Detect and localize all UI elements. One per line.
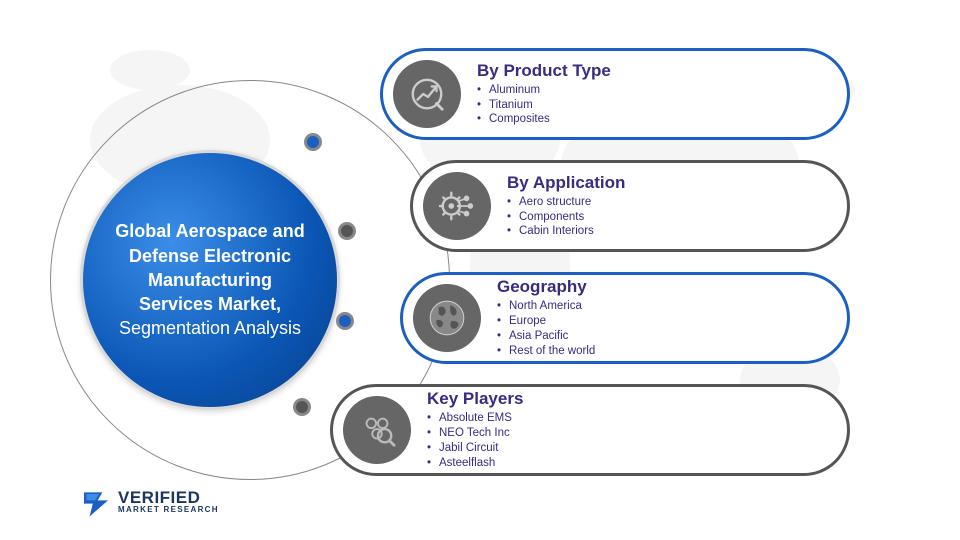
segment-list: Aero structureComponentsCabin Interiors xyxy=(507,195,847,240)
connector-dot xyxy=(293,398,311,416)
segment-list-item: Absolute EMS xyxy=(427,411,847,426)
segment-body: Key PlayersAbsolute EMSNEO Tech IncJabil… xyxy=(427,389,847,471)
segment-list-item: Jabil Circuit xyxy=(427,441,847,456)
center-title: Global Aerospace and Defense Electronic … xyxy=(83,219,337,340)
segment-list-item: NEO Tech Inc xyxy=(427,426,847,441)
segment-body: By Product TypeAluminumTitaniumComposite… xyxy=(477,61,847,128)
chart-up-icon xyxy=(393,60,461,128)
center-title-sub: Segmentation Analysis xyxy=(119,318,301,338)
segment-list: North AmericaEuropeAsia PacificRest of t… xyxy=(497,299,847,359)
logo-mark-icon xyxy=(80,486,112,518)
segment-list-item: Aero structure xyxy=(507,195,847,210)
segment-list-item: Asteelflash xyxy=(427,456,847,471)
segment-title: By Product Type xyxy=(477,61,847,81)
segment-title: Key Players xyxy=(427,389,847,409)
segment-list-item: Europe xyxy=(497,314,847,329)
globe-icon xyxy=(413,284,481,352)
segment-card: By ApplicationAero structureComponentsCa… xyxy=(410,160,850,252)
segment-body: By ApplicationAero structureComponentsCa… xyxy=(507,173,847,240)
center-circle: Global Aerospace and Defense Electronic … xyxy=(80,150,340,410)
segment-list-item: Asia Pacific xyxy=(497,329,847,344)
segment-list-item: Titanium xyxy=(477,98,847,113)
logo-text-sub: MARKET RESEARCH xyxy=(118,505,219,514)
segment-list-item: Rest of the world xyxy=(497,344,847,359)
connector-dot xyxy=(338,222,356,240)
connector-dot xyxy=(336,312,354,330)
segment-card: By Product TypeAluminumTitaniumComposite… xyxy=(380,48,850,140)
segment-list-item: North America xyxy=(497,299,847,314)
logo-text-main: VERIFIED xyxy=(118,490,219,505)
segment-list-item: Composites xyxy=(477,112,847,127)
segment-card: GeographyNorth AmericaEuropeAsia Pacific… xyxy=(400,272,850,364)
people-search-icon xyxy=(343,396,411,464)
segment-card: Key PlayersAbsolute EMSNEO Tech IncJabil… xyxy=(330,384,850,476)
connector-dot xyxy=(304,133,322,151)
brand-logo: VERIFIED MARKET RESEARCH xyxy=(80,486,219,518)
segment-list-item: Cabin Interiors xyxy=(507,224,847,239)
segment-list: AluminumTitaniumComposites xyxy=(477,83,847,128)
segment-title: By Application xyxy=(507,173,847,193)
segment-list: Absolute EMSNEO Tech IncJabil CircuitAst… xyxy=(427,411,847,471)
segment-body: GeographyNorth AmericaEuropeAsia Pacific… xyxy=(497,277,847,359)
gear-nodes-icon xyxy=(423,172,491,240)
segment-list-item: Components xyxy=(507,210,847,225)
segment-title: Geography xyxy=(497,277,847,297)
center-title-bold: Global Aerospace and Defense Electronic … xyxy=(115,221,304,314)
segment-list-item: Aluminum xyxy=(477,83,847,98)
